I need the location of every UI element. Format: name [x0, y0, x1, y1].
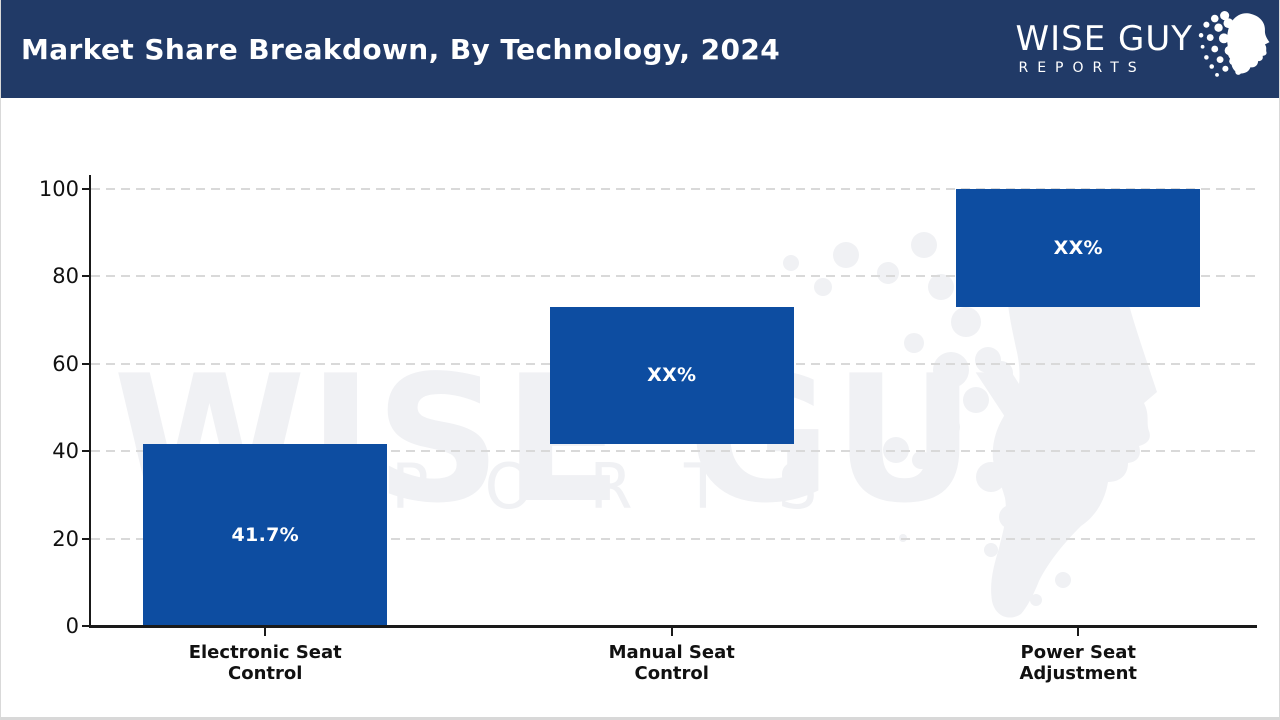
bar-value-label: XX%	[1053, 236, 1103, 259]
x-axis-line	[89, 625, 1257, 628]
plot-area: WISE GUY REPORTS 0 20 40 60 80 100 41.7% Electr…	[1, 98, 1279, 717]
logo-wordmark: WISE GUY REPORTS	[1015, 22, 1193, 76]
y-tick-label: 40	[52, 439, 79, 463]
y-tick-label: 100	[38, 176, 79, 201]
y-tick-label: 0	[65, 614, 79, 638]
gridline	[91, 450, 1257, 452]
gridline	[91, 537, 1257, 540]
brand-logo: WISE GUY REPORTS	[1015, 8, 1279, 90]
head-silhouette-icon	[1198, 11, 1270, 77]
y-tick-mark	[82, 537, 91, 540]
bottom-border	[1, 717, 1279, 720]
bar: XX%	[549, 306, 794, 444]
page-title: Market Share Breakdown, By Technology, 2…	[21, 32, 781, 66]
x-tick-mark	[264, 628, 267, 636]
y-tick-mark	[82, 450, 91, 452]
bar: 41.7%	[143, 443, 388, 626]
y-tick-mark	[82, 275, 91, 277]
header-bar: Market Share Breakdown, By Technology, 2…	[1, 0, 1279, 98]
y-axis-line	[89, 175, 91, 628]
y-tick-label: 20	[52, 526, 79, 551]
y-tick-mark	[82, 625, 91, 627]
x-category-label: Power Seat Adjustment	[1019, 642, 1137, 684]
x-category-label: Electronic Seat Control	[188, 642, 342, 684]
y-tick-mark	[82, 362, 91, 365]
x-tick-mark	[1077, 628, 1080, 636]
y-tick-mark	[82, 187, 91, 190]
x-tick-mark	[670, 628, 673, 636]
bar-value-label: 41.7%	[231, 523, 299, 546]
x-category-label: Manual Seat Control	[608, 642, 735, 684]
bar-value-label: XX%	[647, 364, 697, 387]
gridline	[91, 275, 1257, 277]
logo-line1: WISE GUY	[1015, 19, 1193, 59]
y-tick-label: 80	[52, 264, 79, 288]
bar: XX%	[956, 188, 1201, 307]
gridline	[91, 187, 1257, 190]
logo-line2: REPORTS	[1018, 60, 1146, 76]
y-tick-label: 60	[52, 351, 79, 376]
